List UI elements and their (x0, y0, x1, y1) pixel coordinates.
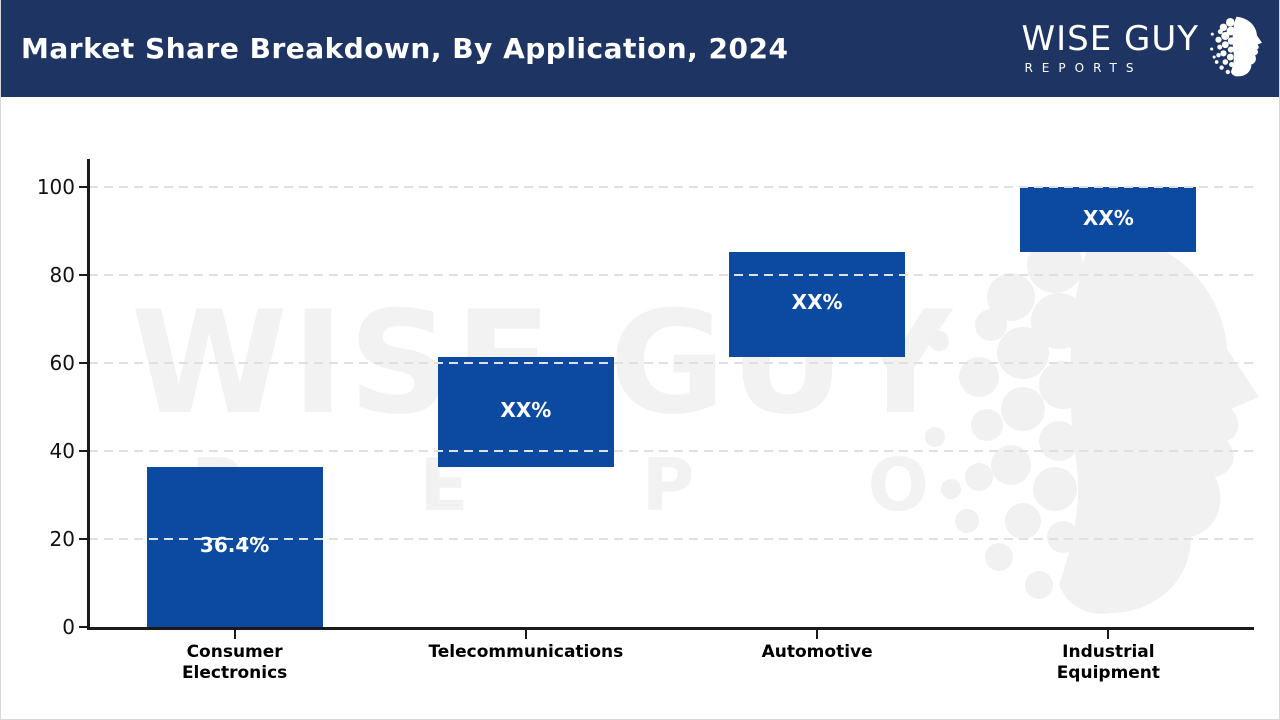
gridline (89, 186, 1254, 188)
bar-value-label: XX% (500, 397, 552, 422)
y-tick-label: 0 (62, 615, 75, 639)
bar-value-label: XX% (1082, 205, 1134, 230)
y-axis-tick (79, 450, 88, 452)
dotted-head-profile-icon (1210, 16, 1262, 76)
brand-logo-text: WISE GUY REPORTS (1021, 22, 1199, 75)
x-axis-tick (816, 630, 819, 639)
brand-name: WISE GUY (1021, 19, 1199, 59)
y-axis-tick (79, 186, 88, 188)
y-tick-label: 80 (49, 263, 75, 287)
y-axis-tick (79, 274, 88, 276)
y-axis-tick (79, 626, 88, 628)
bar (729, 252, 906, 357)
y-tick-label: 60 (49, 351, 75, 375)
gridline (89, 274, 1254, 276)
brand-logo: WISE GUY REPORTS (1021, 12, 1265, 86)
watermark-dotted-head-icon (925, 229, 1259, 614)
bar-value-label: 36.4% (199, 532, 270, 557)
x-axis-tick (233, 630, 236, 639)
gridline (89, 538, 1254, 540)
brand-subname: REPORTS (1024, 61, 1143, 75)
y-axis-tick (79, 362, 88, 364)
gridline (89, 450, 1254, 452)
x-category-label: Telecommunications (428, 642, 624, 662)
x-axis-tick (1107, 630, 1110, 639)
page-title: Market Share Breakdown, By Application, … (21, 32, 789, 65)
bar (1020, 187, 1197, 253)
x-axis-line (87, 627, 1254, 630)
header-bar: Market Share Breakdown, By Application, … (1, 0, 1279, 97)
bar-value-label: XX% (791, 290, 843, 315)
y-tick-label: 100 (36, 175, 75, 199)
y-tick-label: 20 (49, 527, 75, 551)
gridline (89, 362, 1254, 364)
y-axis-line (87, 159, 90, 630)
x-category-label: Consumer Electronics (181, 642, 288, 683)
y-axis-tick (79, 538, 88, 540)
bar (437, 356, 614, 467)
x-category-label: Automotive (761, 642, 873, 662)
x-axis-tick (524, 630, 527, 639)
bar (146, 466, 323, 627)
y-tick-label: 40 (49, 439, 75, 463)
chart-area: WISE GUY R E P O R T S 02040608010036.4%… (1, 97, 1279, 719)
x-category-label: Industrial Equipment (1056, 642, 1161, 683)
